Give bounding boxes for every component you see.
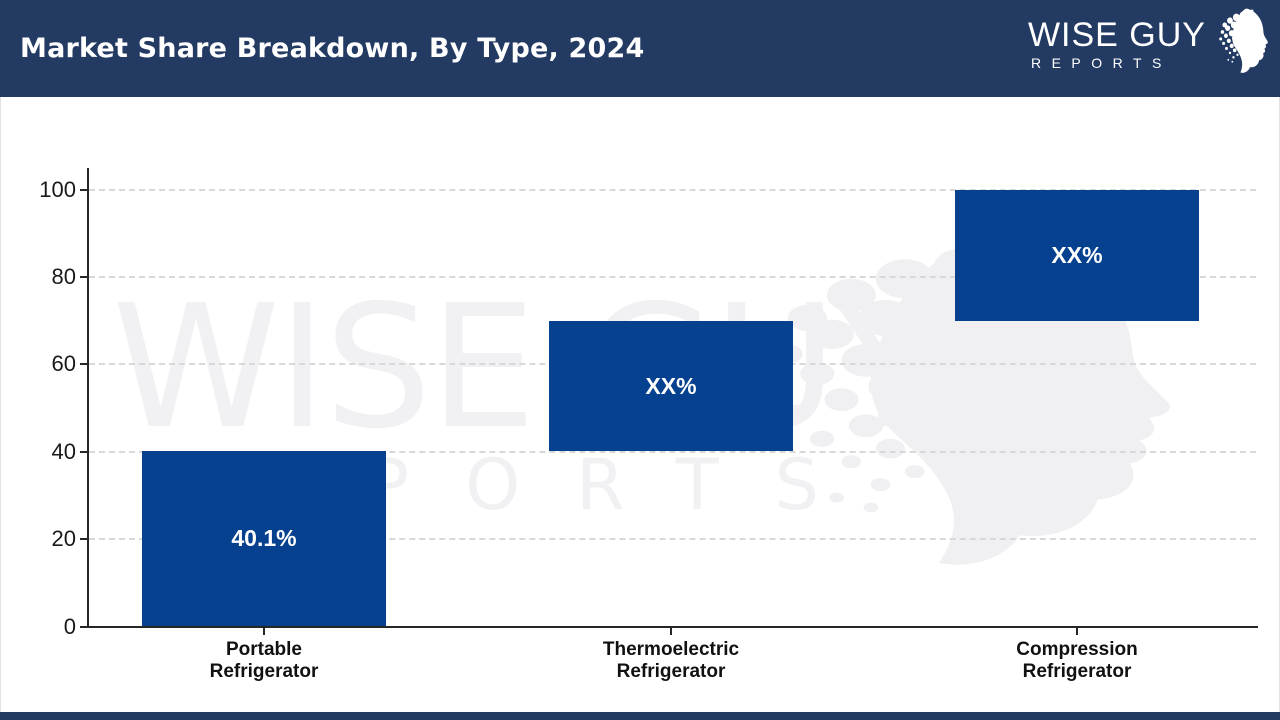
y-tick-80 (80, 275, 88, 278)
y-tick-40 (80, 450, 88, 453)
y-tick-60 (80, 363, 88, 366)
bar-label-1: 40.1% (231, 525, 297, 552)
bar-label-2: XX% (645, 373, 697, 400)
y-axis-line (87, 168, 89, 628)
gridline-y80 (89, 275, 1256, 278)
y-tick-100 (80, 188, 88, 191)
y-tick-label-100: 100 (39, 176, 76, 202)
y-tick-label-60: 60 (51, 351, 76, 377)
bar-3 (955, 189, 1199, 322)
bar-label-3: XX% (1051, 241, 1103, 268)
x-tick-3 (1076, 628, 1078, 635)
brand-text: WISE GUY REPORTS (1028, 18, 1206, 71)
brand-name: WISE GUY (1027, 15, 1206, 54)
brand-brain-face-icon (1212, 6, 1270, 82)
gridline-y100 (89, 188, 1256, 191)
page-title: Market Share Breakdown, By Type, 2024 (20, 33, 645, 64)
gridline-y40 (89, 450, 1256, 453)
header-bar: Market Share Breakdown, By Type, 2024 WI… (0, 0, 1280, 97)
x-axis-line (87, 626, 1258, 628)
brand-subtitle: REPORTS (1030, 54, 1172, 71)
category-label-1: Portable Refrigerator (209, 639, 319, 682)
y-tick-label-40: 40 (51, 438, 76, 464)
gridline-y20 (89, 538, 1256, 541)
x-tick-1 (263, 628, 265, 635)
footer-bar (0, 712, 1280, 720)
y-tick-label-20: 20 (51, 526, 76, 552)
y-tick-label-80: 80 (51, 263, 76, 289)
y-tick-label-0: 0 (63, 613, 76, 639)
bar-2 (549, 321, 793, 452)
x-tick-2 (670, 628, 672, 635)
brand-logo: WISE GUY REPORTS (1028, 6, 1270, 82)
bar-1 (142, 451, 386, 627)
left-edge-line (0, 97, 1, 712)
category-label-3: Compression Refrigerator (1016, 639, 1138, 682)
y-tick-20 (80, 538, 88, 541)
y-tick-0 (80, 625, 88, 628)
category-label-2: Thermoelectric Refrigerator (602, 639, 740, 682)
